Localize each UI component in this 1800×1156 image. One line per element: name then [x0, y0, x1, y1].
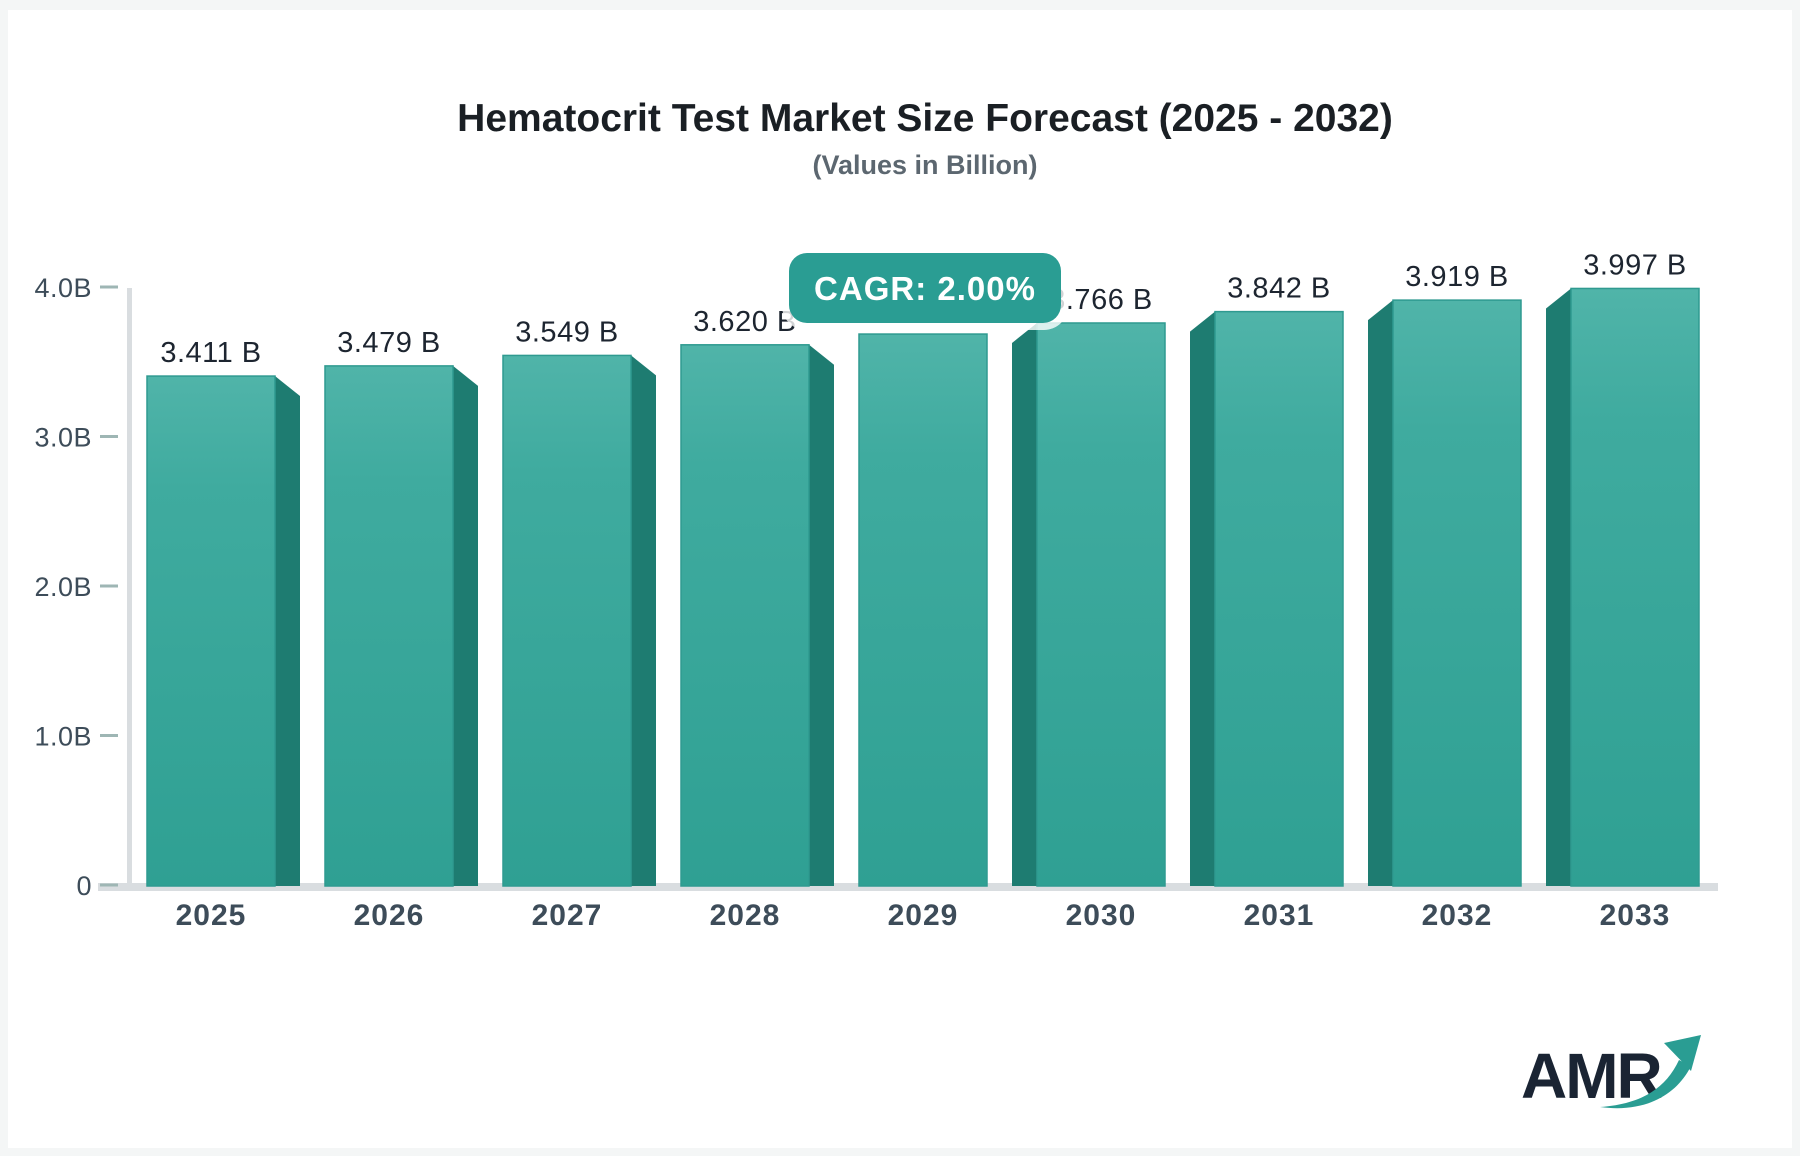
bar-2031[interactable]: [1214, 310, 1344, 887]
cagr-badge-label: CAGR: 2.00%: [814, 270, 1036, 307]
bar-side-bevel: [453, 365, 478, 886]
bar-value-label-2025: 3.411 B: [160, 337, 261, 369]
bar-2028[interactable]: [680, 344, 810, 887]
x-axis-label-2031: 2031: [1244, 899, 1315, 932]
x-axis-label-2030: 2030: [1066, 899, 1137, 932]
y-tick-label: 2.0B: [34, 572, 92, 602]
bar-2032[interactable]: [1392, 299, 1522, 887]
bar-side-bevel: [275, 376, 300, 886]
amr-logo-swoosh: [1600, 1060, 1691, 1109]
bar-2025[interactable]: [146, 375, 276, 887]
x-axis-label-2025: 2025: [176, 899, 247, 932]
bar-side-bevel: [1368, 300, 1393, 886]
bar-2027[interactable]: [502, 354, 632, 887]
bar-group-2027: 3.549 B 2027: [502, 316, 656, 932]
x-axis-label-2027: 2027: [532, 899, 603, 932]
bar-side-bevel: [1546, 288, 1571, 886]
bar-group-2033: 3.997 B 2033: [1546, 249, 1700, 932]
bar-2030[interactable]: [1036, 322, 1166, 887]
bar-value-label-2026: 3.479 B: [337, 327, 440, 359]
bar-value-label-2027: 3.549 B: [515, 316, 618, 348]
x-axis-label-2029: 2029: [888, 899, 959, 932]
x-axis-baseline: [98, 883, 1718, 891]
y-tick-label: 3.0B: [34, 423, 92, 453]
bar-group-2028: 3.620 B 2028: [680, 306, 834, 932]
x-axis-label-2028: 2028: [710, 899, 781, 932]
bar-group-2026: 3.479 B 2026: [324, 327, 478, 932]
bar-2033[interactable]: [1570, 287, 1700, 887]
bar-value-label-2031: 3.842 B: [1227, 273, 1330, 305]
y-axis-ticks: 0 1.0B 2.0B 3.0B 4.0B: [34, 273, 118, 901]
bar-side-bevel: [1190, 311, 1215, 887]
bar-side-bevel: [809, 344, 834, 886]
bar-value-label-2028: 3.620 B: [693, 306, 796, 338]
bar-group-2029: 2029: [858, 333, 988, 932]
bar-side-bevel: [631, 355, 656, 886]
x-axis-label-2033: 2033: [1600, 899, 1671, 932]
x-axis-label-2026: 2026: [354, 899, 425, 932]
bar-side-bevel: [1012, 322, 1037, 886]
amr-logo: AMR: [1521, 1035, 1701, 1112]
chart-title: Hematocrit Test Market Size Forecast (20…: [457, 97, 1393, 140]
amr-logo-arrowhead-icon: [1664, 1035, 1701, 1071]
y-tick-label: 0: [76, 871, 92, 901]
bar-group-2025: 3.411 B 2025: [146, 337, 300, 932]
cagr-badge-background: [789, 253, 1061, 323]
bar-2029[interactable]: [858, 333, 988, 887]
bar-value-label-2033: 3.997 B: [1583, 249, 1686, 281]
y-tick-label: 1.0B: [34, 722, 92, 752]
bar-value-label-2032: 3.919 B: [1405, 261, 1508, 293]
bar-group-2031: 3.842 B 2031: [1190, 273, 1344, 932]
bar-2026[interactable]: [324, 365, 454, 887]
bar-group-2032: 3.919 B 2032: [1368, 261, 1522, 932]
y-tick-label: 4.0B: [34, 273, 92, 303]
x-axis-label-2032: 2032: [1422, 899, 1493, 932]
bars-group: 3.411 B 2025 3.479 B 2026 3.549 B 2027 3.620 B…: [146, 249, 1700, 932]
chart-subtitle: (Values in Billion): [812, 150, 1037, 180]
y-axis-line: [127, 288, 132, 885]
cagr-badge: CAGR: 2.00%: [782, 246, 1068, 330]
